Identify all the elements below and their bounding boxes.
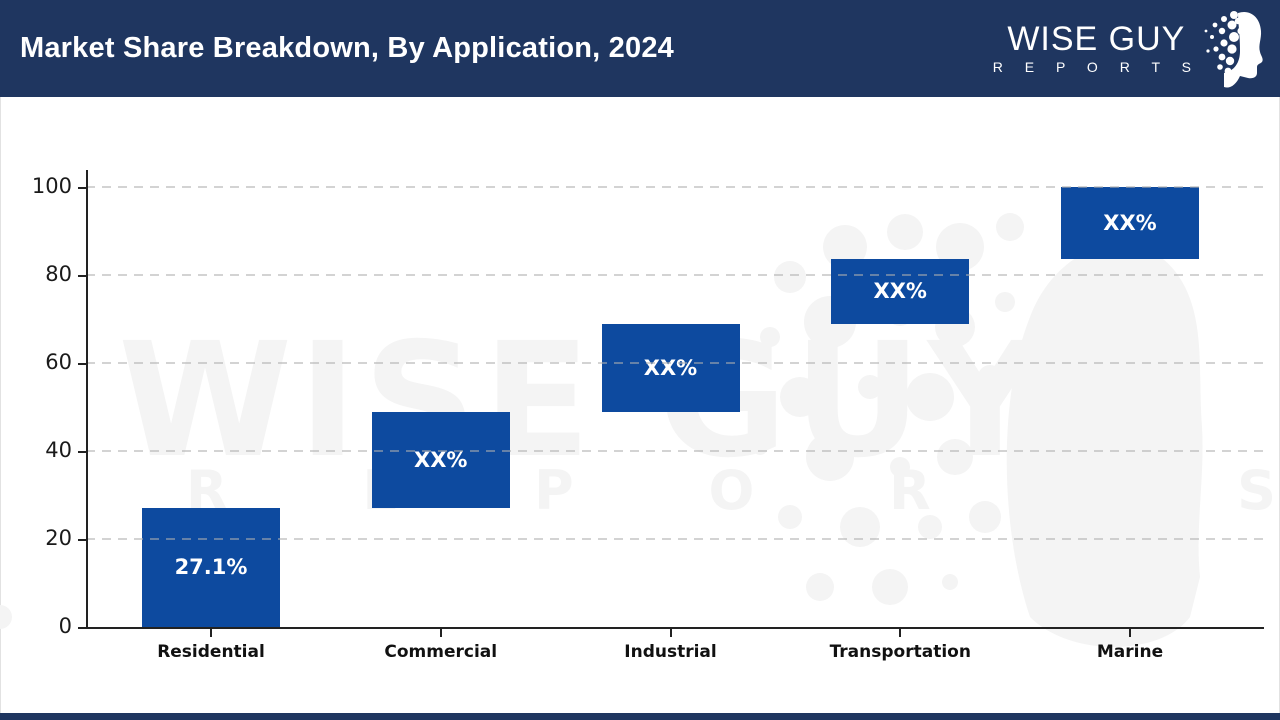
gridline-100 <box>86 186 1264 188</box>
watermark-line1: WISE GUY <box>118 309 1048 493</box>
y-tick-label-60: 60 <box>45 350 72 374</box>
x-axis-line <box>86 627 1264 629</box>
header-bar: Market Share Breakdown, By Application, … <box>0 0 1280 97</box>
bar-value-label: 27.1% <box>174 555 248 580</box>
x-tick-residential <box>210 629 212 637</box>
bar-commercial: XX% <box>371 411 510 508</box>
x-tick-industrial <box>669 629 672 637</box>
category-label-marine: Marine <box>1096 642 1164 662</box>
bar-value-label: XX% <box>873 279 927 304</box>
y-tick-label-20: 20 <box>45 526 72 550</box>
y-tick-80 <box>78 275 86 277</box>
bar-residential: 27.1% <box>142 507 280 627</box>
y-tick-100 <box>78 187 86 189</box>
y-tick-20 <box>78 539 86 541</box>
category-label-industrial: Industrial <box>624 642 717 662</box>
x-tick-commercial <box>439 629 442 637</box>
category-label-residential: Residential <box>157 642 265 662</box>
gridline-20 <box>86 538 1264 540</box>
dotted-face-profile-icon <box>1204 10 1263 88</box>
logo-brand-name: WISE GUY <box>1007 19 1186 58</box>
logo-text: WISE GUY R E P O R T S <box>992 19 1200 76</box>
y-tick-label-80: 80 <box>45 262 72 286</box>
x-tick-transportation <box>899 629 902 637</box>
bar-marine: XX% <box>1061 187 1199 260</box>
y-axis-line <box>86 170 88 629</box>
logo-brand-sub: R E P O R T S <box>992 59 1200 76</box>
category-label-transportation: Transportation <box>829 642 971 662</box>
footer-bar <box>0 713 1280 720</box>
watermark-line2: R E P O R T S <box>186 459 1280 522</box>
bar-transportation: XX% <box>831 259 970 324</box>
gridline-80 <box>86 274 1264 276</box>
wise-guy-reports-logo: WISE GUY R E P O R T S <box>993 7 1266 91</box>
bar-industrial: XX% <box>601 323 740 412</box>
y-tick-60 <box>78 363 86 365</box>
y-tick-0 <box>78 627 86 629</box>
plot-area: WISE GUY R E P O R T S 27.1% XX% XX% XX% <box>0 97 1280 713</box>
bar-value-label: XX% <box>643 355 698 380</box>
bar-value-label: XX% <box>1103 211 1157 236</box>
gridline-40 <box>86 450 1264 452</box>
y-tick-label-0: 0 <box>58 614 72 638</box>
category-label-commercial: Commercial <box>384 642 498 662</box>
page-title: Market Share Breakdown, By Application, … <box>20 32 674 64</box>
y-tick-label-100: 100 <box>31 174 72 198</box>
y-tick-40 <box>78 451 86 453</box>
y-tick-label-40: 40 <box>45 438 72 462</box>
x-tick-marine <box>1129 629 1131 637</box>
gridline-60 <box>86 362 1264 364</box>
